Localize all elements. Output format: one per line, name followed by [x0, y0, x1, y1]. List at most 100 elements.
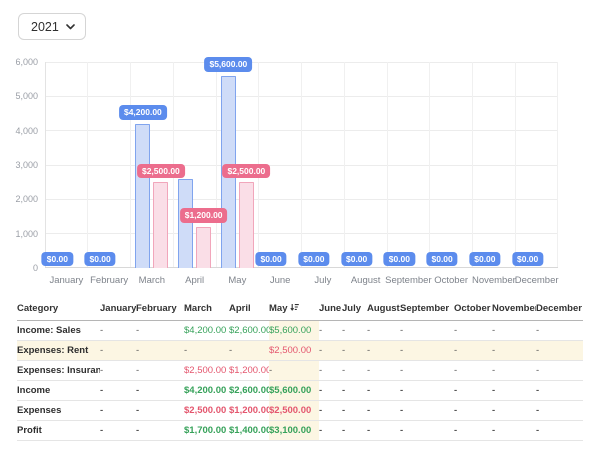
bar-value-badge: $0.00 [41, 251, 74, 266]
value-cell: - [454, 380, 492, 401]
table-row[interactable]: Expenses: Insurance--$2,500.00$1,200.00-… [17, 360, 583, 381]
column-header-july[interactable]: July [342, 297, 367, 321]
bar-value-badge: $2,500.00 [222, 163, 271, 179]
value-cell: - [342, 320, 367, 341]
value-cell: $2,500.00 [269, 400, 319, 421]
value-cell: - [136, 400, 184, 421]
value-cell: - [400, 340, 454, 361]
value-cell: - [454, 340, 492, 361]
value-cell: - [454, 360, 492, 381]
value-cell: $1,700.00 [184, 420, 229, 441]
value-cell: - [492, 380, 536, 401]
value-cell: - [536, 400, 583, 421]
value-cell: - [367, 400, 400, 421]
value-cell: - [269, 360, 319, 381]
year-dropdown-value: 2021 [31, 19, 59, 34]
value-cell: $4,200.00 [184, 320, 229, 341]
bar-value-badge: $2,500.00 [136, 163, 185, 179]
column-header-category[interactable]: Category [17, 297, 100, 321]
value-cell: $2,600.00 [229, 320, 269, 341]
x-axis-month-label: December [514, 275, 559, 286]
x-axis-month-label: November [471, 275, 516, 286]
x-axis-month-label: March [138, 275, 166, 286]
y-axis-tick-label: 1,000 [15, 228, 38, 239]
x-axis-month-label: February [90, 275, 129, 286]
bar-value-badge: $0.00 [340, 251, 373, 266]
category-cell: Expenses: Rent [17, 340, 100, 361]
value-cell: - [536, 360, 583, 381]
column-header-december[interactable]: December [536, 297, 583, 321]
value-cell: - [492, 320, 536, 341]
table-row[interactable]: Income - - $4,200.00 $2,600.00 $5,600.00- - - - -… [17, 380, 583, 401]
column-header-june[interactable]: June [319, 297, 342, 321]
value-cell: - [319, 380, 342, 401]
category-cell: Expenses: Insurance [17, 360, 100, 381]
value-cell: - [342, 380, 367, 401]
column-header-march[interactable]: March [184, 297, 229, 321]
v-gridline [514, 62, 516, 268]
value-cell: - [454, 400, 492, 421]
value-cell: - [319, 420, 342, 441]
income-bar[interactable] [178, 178, 194, 268]
value-cell: - [100, 400, 136, 421]
column-header-may[interactable]: May [269, 297, 319, 321]
value-cell: - [367, 340, 400, 361]
column-header-september[interactable]: September [400, 297, 454, 321]
x-axis-month-label: July [314, 275, 332, 286]
expenses-bar[interactable] [238, 182, 254, 268]
bar-value-badge: $0.00 [255, 251, 287, 266]
income-bar[interactable] [135, 123, 151, 268]
y-axis-tick-label: 5,000 [15, 91, 38, 102]
value-cell: $2,500.00 [269, 340, 319, 361]
value-cell: - [100, 360, 136, 381]
expenses-bar[interactable] [153, 182, 169, 268]
y-axis-tick-label: 3,000 [15, 160, 38, 170]
value-cell: - [400, 420, 454, 441]
table-row[interactable]: Expenses - - $2,500.00 $1,200.00 $2,500.00- - -… [17, 400, 583, 421]
value-cell: - [136, 420, 184, 441]
bar-value-badge: $0.00 [469, 251, 501, 266]
value-cell: - [400, 400, 454, 421]
y-axis-line [45, 62, 46, 268]
value-cell: - [136, 360, 184, 381]
table-row[interactable]: Income: Sales - - $4,200.00 $2,600.00 $5,600.… [17, 320, 583, 341]
value-cell: - [536, 420, 583, 441]
value-cell: - [367, 360, 400, 381]
value-cell: - [319, 340, 342, 361]
column-header-february[interactable]: February [136, 297, 184, 321]
bar-value-badge: $1,200.00 [179, 208, 228, 223]
column-header-august[interactable]: August [367, 297, 400, 321]
table-row[interactable]: Profit - - $1,700.00 $1,400.00 $3,100.00- - - - -… [17, 420, 583, 441]
column-header-november[interactable]: November [492, 297, 536, 321]
column-header-october[interactable]: October [454, 297, 492, 321]
bar-value-badge: $0.00 [426, 251, 458, 266]
value-cell: - [319, 360, 342, 381]
value-cell: - [100, 380, 136, 401]
column-header-april[interactable]: April [229, 297, 269, 321]
chart-plot-area: 0 1,000 2,000 3,000 4,000 5,000 6,000 January Fe… [15, 57, 558, 286]
value-cell: - [342, 360, 367, 381]
bar-value-badge: $5,600.00 [204, 57, 253, 72]
income-expenses-bar-chart: 0 1,000 2,000 3,000 4,000 5,000 6,000 January Fe… [0, 50, 600, 295]
v-gridline [215, 62, 217, 268]
report-table: Category January February March April May June… [17, 297, 583, 441]
value-cell: - [454, 420, 492, 441]
y-axis-tick-label: 4,000 [15, 125, 38, 136]
x-axis-month-label: April [185, 275, 205, 286]
column-header-january[interactable]: January [100, 297, 136, 321]
value-cell: - [536, 380, 583, 401]
v-gridline [87, 62, 89, 268]
year-dropdown[interactable]: 2021 [18, 13, 86, 40]
value-cell: - [342, 340, 367, 361]
value-cell: $2,600.00 [229, 380, 269, 401]
category-cell: Income [17, 380, 100, 401]
expenses-bar[interactable] [196, 226, 212, 268]
value-cell: - [100, 340, 136, 361]
y-axis-tick-label: 0 [32, 263, 38, 273]
v-gridline [301, 62, 302, 268]
bar-value-badge: $0.00 [511, 251, 544, 266]
value-cell: - [400, 360, 454, 381]
value-cell: $2,500.00 [184, 360, 229, 381]
table-row[interactable]: Expenses: Rent - - - - $2,500.00- - - - - - - [17, 340, 583, 361]
